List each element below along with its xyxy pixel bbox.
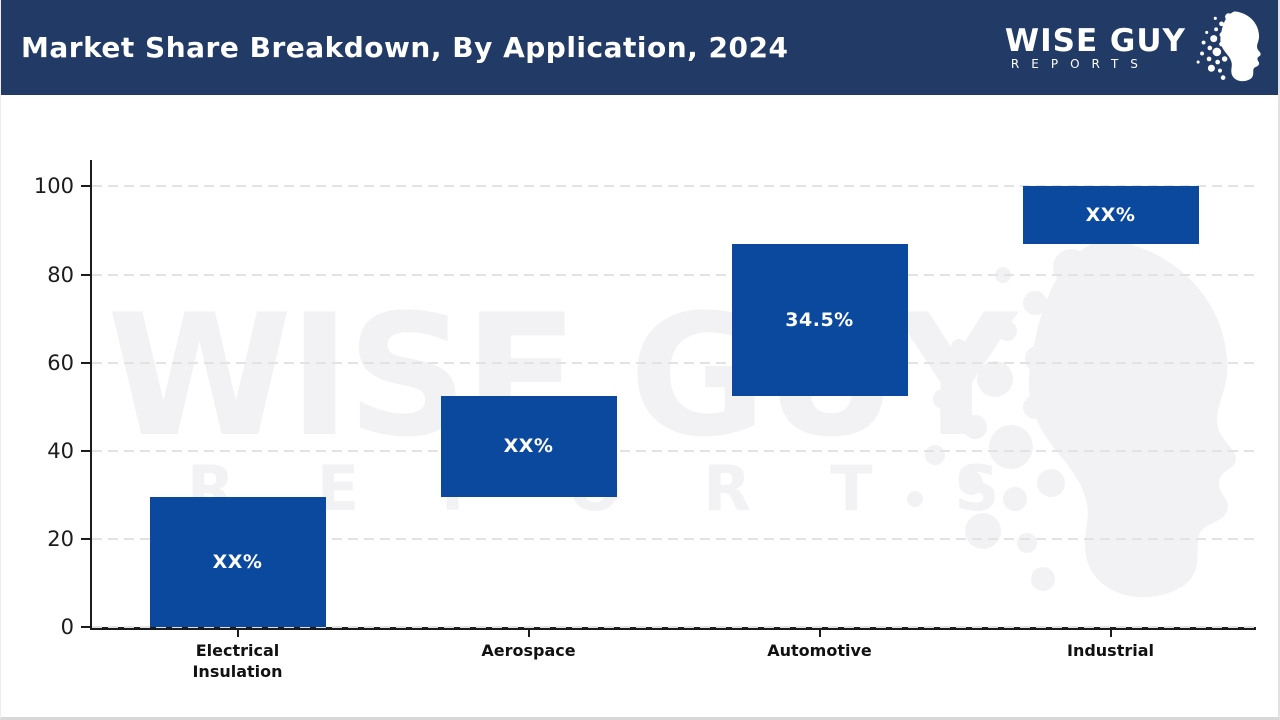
- bar-segment: XX%: [149, 497, 326, 627]
- x-category-label: Electrical Insulation: [192, 641, 283, 681]
- y-axis-tick-label: 20: [47, 526, 74, 551]
- x-category-label: Industrial: [1066, 641, 1154, 660]
- y-axis-tick: [81, 537, 90, 540]
- bar-value-label: XX%: [1085, 204, 1136, 227]
- gridline: [92, 449, 1256, 452]
- x-axis-tick: [818, 630, 821, 637]
- gridline: [92, 185, 1256, 188]
- bar-value-label: XX%: [212, 551, 263, 573]
- y-axis-tick: [81, 626, 90, 628]
- brand-logo-line1: WISE GUY: [1004, 22, 1186, 59]
- y-axis-tick: [81, 449, 90, 452]
- bar-segment: 34.5%: [731, 243, 908, 396]
- brand-logo: WISE GUY REPORTS: [1005, 6, 1266, 90]
- y-axis-tick: [81, 361, 90, 364]
- bar-segment: XX%: [440, 395, 617, 498]
- x-axis-tick: [236, 630, 239, 637]
- y-axis-tick-label: 60: [47, 350, 74, 375]
- gridline: [92, 361, 1256, 364]
- y-axis-tick: [81, 273, 90, 276]
- brand-logo-head-icon: [1188, 8, 1266, 88]
- x-category-label: Aerospace: [481, 641, 576, 660]
- y-axis-tick-label: 40: [47, 438, 74, 463]
- bar-segment: XX%: [1022, 186, 1199, 244]
- plot-area: 0 20 40 60 80 100 XX% Electrical Insulation XX% A…: [34, 160, 1256, 681]
- y-axis-tick-label: 100: [33, 174, 74, 199]
- header: Market Share Breakdown, By Application, …: [1, 0, 1278, 95]
- x-category-label: Automotive: [767, 641, 872, 660]
- y-axis-tick-label: 80: [47, 262, 74, 287]
- y-axis-tick: [81, 185, 90, 188]
- x-axis-tick: [527, 630, 530, 637]
- gridline: [92, 626, 1256, 628]
- x-axis-tick: [1109, 630, 1112, 637]
- bar-value-label: XX%: [503, 435, 554, 458]
- bar-value-label: 34.5%: [785, 308, 854, 331]
- gridline: [92, 273, 1256, 276]
- brand-logo-line2: REPORTS: [1010, 57, 1150, 72]
- gridline: [92, 537, 1256, 540]
- chart-title: Market Share Breakdown, By Application, …: [21, 31, 789, 64]
- brand-logo-text: WISE GUY REPORTS: [1005, 25, 1186, 72]
- y-axis-tick-label: 0: [60, 615, 74, 639]
